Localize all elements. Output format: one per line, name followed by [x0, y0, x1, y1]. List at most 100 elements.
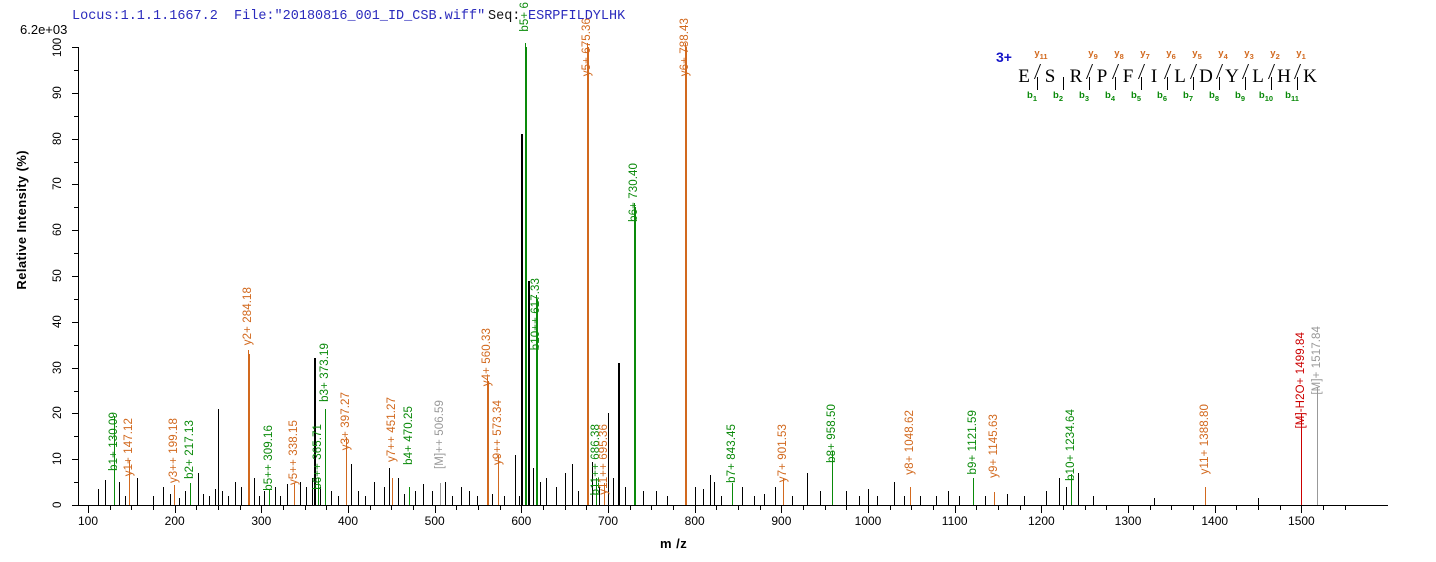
x-tick-minor	[499, 506, 501, 510]
y-tick-minor	[74, 390, 79, 392]
annotation-leader-line	[345, 436, 347, 441]
annotated-peak-b	[324, 413, 326, 505]
peak-annotation-label: y3+ 397.27	[339, 392, 352, 451]
y-axis-title: Relative Intensity (%)	[14, 150, 29, 290]
peak-annotation-label: y2+ 284.18	[241, 287, 254, 346]
annotated-peak-b	[525, 47, 528, 505]
annotated-peak-y	[910, 491, 912, 505]
x-tick	[954, 506, 956, 513]
spectrum-peak	[846, 491, 848, 505]
x-tick-label: 1400	[1201, 514, 1229, 528]
y-tick	[72, 92, 79, 94]
spectrum-peak	[358, 491, 360, 505]
fragment-tick-b10	[1271, 77, 1272, 90]
annotation-leader-line	[269, 489, 271, 494]
annotated-peak-y	[498, 459, 500, 505]
residue-k-12: K	[1303, 66, 1317, 87]
x-tick-minor	[1084, 506, 1086, 510]
locus-file-label: Locus:1.1.1.1667.2 File:"20180816_001_ID…	[72, 9, 486, 24]
spectrum-peak	[532, 468, 534, 505]
x-tick-label: 1000	[854, 514, 882, 528]
spectrum-peak	[764, 493, 766, 505]
spectrum-peak	[214, 488, 216, 505]
y-tick	[72, 367, 79, 369]
fragment-label-b6: b6	[1157, 90, 1167, 103]
annotated-peak-y	[782, 482, 784, 505]
spectrum-peak	[235, 482, 237, 505]
annotated-peak-y	[345, 440, 347, 505]
spectrum-peak	[1058, 477, 1060, 505]
peak-annotation-label: y5+ 675.36	[580, 18, 593, 77]
peak-annotation-label: [M]-H2O+ 1499.84	[1295, 332, 1308, 429]
x-tick-minor	[153, 506, 154, 510]
annotated-peak-p	[440, 486, 442, 505]
spectrum-peak	[599, 486, 601, 505]
x-tick-minor	[1106, 506, 1108, 510]
spectrum-peak	[753, 495, 755, 505]
spectrum-peak	[868, 488, 870, 505]
x-tick-minor	[889, 506, 891, 510]
annotated-peak-b	[189, 486, 191, 505]
fragment-tick-b3	[1089, 77, 1090, 90]
x-tick	[88, 506, 89, 513]
spectrum-peak	[947, 491, 949, 505]
annotation-leader-line	[1316, 386, 1318, 391]
x-tick-minor	[543, 506, 545, 510]
spectrum-peak	[807, 472, 809, 505]
fragment-label-b5: b5	[1131, 90, 1141, 103]
fragment-label-b9: b9	[1235, 90, 1245, 103]
spectrum-peak	[618, 363, 621, 505]
x-tick	[868, 506, 870, 513]
spectrum-peak	[904, 495, 906, 505]
annotation-leader-line	[294, 482, 296, 487]
annotation-leader-line	[536, 294, 538, 299]
annotation-leader-line	[994, 491, 996, 496]
x-tick-minor	[716, 506, 718, 510]
y-tick	[72, 505, 79, 506]
x-tick	[348, 506, 349, 513]
annotated-peak-p	[1316, 390, 1318, 505]
x-tick	[1041, 506, 1043, 513]
x-tick-minor	[846, 506, 848, 510]
annotated-peak-y	[392, 482, 394, 505]
x-tick-label: 200	[164, 514, 185, 528]
spectrum-peak	[314, 358, 317, 505]
annotation-leader-line	[732, 482, 734, 487]
spectrum-peak	[710, 475, 712, 505]
x-tick-minor	[1063, 506, 1065, 510]
annotated-peak-pw	[1301, 417, 1303, 505]
peak-annotation-label: b5+ 6	[519, 2, 532, 32]
spectrum-peak	[414, 491, 416, 505]
fragment-tick-b8	[1219, 77, 1220, 90]
annotation-leader-line	[324, 409, 326, 414]
peak-annotation-label: y7+ 901.53	[776, 424, 789, 483]
x-tick-minor	[391, 506, 393, 510]
y-tick-label: 40	[52, 315, 64, 329]
spectrum-peak	[742, 486, 744, 505]
annotated-peak-y	[586, 47, 589, 505]
y-tick	[72, 459, 79, 461]
spectrum-peak	[894, 482, 896, 505]
y-tick-label: 70	[52, 178, 64, 191]
x-tick-minor	[1258, 506, 1260, 510]
spectrum-peak	[330, 491, 332, 505]
annotated-peak-b	[732, 486, 734, 505]
residue-e-1: E	[1018, 66, 1030, 87]
spectrum-peak	[275, 486, 277, 505]
annotated-peak-y	[247, 353, 250, 505]
fragment-label-b2: b2	[1053, 90, 1063, 103]
residue-i-6: I	[1150, 66, 1158, 87]
annotated-peak-b	[269, 493, 271, 505]
peak-annotation-label: [M]++ 506.59	[434, 400, 447, 469]
spectrum-peak	[469, 491, 471, 505]
spectrum-peak	[1006, 493, 1008, 505]
x-tick-label: 1100	[941, 514, 968, 528]
spectrum-peak	[521, 134, 524, 505]
spectrum-peak	[985, 495, 987, 505]
spectrum-peak	[1154, 498, 1156, 505]
spectrum-peak	[222, 491, 224, 505]
peak-annotation-label: b10++ 617.33	[530, 278, 543, 351]
annotation-leader-line	[486, 377, 488, 382]
x-tick-minor	[976, 506, 978, 510]
annotation-leader-line	[596, 478, 598, 483]
